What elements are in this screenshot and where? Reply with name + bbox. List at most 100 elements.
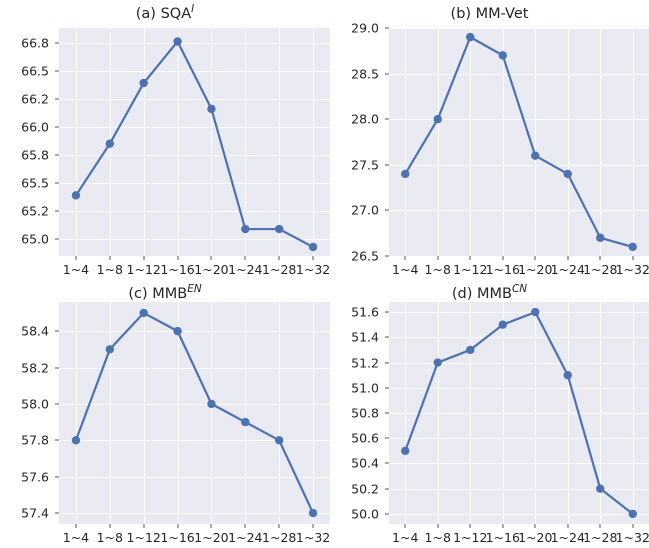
d-xtick-label: 1~28 [583, 530, 618, 545]
a-gridline-v [245, 28, 247, 256]
a-xtick-mark [244, 256, 246, 260]
c-ytick-mark [55, 476, 59, 478]
b-data-point [401, 169, 410, 179]
b-gridline-h [389, 164, 649, 166]
b-xtick-label: 1~8 [424, 262, 451, 277]
b-xtick-mark [404, 256, 406, 260]
c-ytick-mark [55, 367, 59, 368]
b-data-point [466, 32, 475, 42]
b-xtick-label: 1~4 [392, 262, 419, 277]
a-gridline-h [59, 182, 330, 184]
chart-panel-d: (d) MMBCN 50.0 50.2 50.4 50.6 50.8 51.0 51.2 51… [330, 280, 649, 548]
panel-a-title-superscript: I [191, 3, 195, 16]
b-gridline-v [470, 28, 472, 256]
d-gridline-v [405, 302, 407, 524]
d-gridline-v [535, 302, 537, 524]
d-ytick-mark [385, 336, 389, 338]
d-ytick-mark [385, 311, 389, 313]
d-xtick-label: 1~32 [615, 530, 649, 545]
c-xtick-label: 1~32 [295, 530, 331, 545]
c-xtick-mark [143, 524, 145, 528]
c-gridline-v [245, 302, 247, 524]
c-data-point [207, 399, 216, 409]
b-gridline-h [389, 28, 649, 29]
a-gridline-h [59, 211, 330, 213]
b-xtick-mark [599, 256, 601, 260]
a-xtick-mark [312, 256, 314, 260]
b-gridline-v [632, 28, 634, 256]
d-ytick-label: 50.0 [351, 506, 379, 522]
a-line-path [74, 40, 315, 249]
a-xtick-mark [210, 256, 212, 260]
d-xtick-mark [632, 524, 634, 528]
c-gridline-h [59, 331, 330, 333]
chart-panel-a: (a) SQAI 65.0 65.2 65.5 65.8 66.0 66.2 66.5 66.… [0, 0, 330, 280]
b-ytick-label: 26.5 [351, 248, 379, 264]
b-data-point [596, 233, 605, 242]
b-ytick-mark [385, 73, 389, 75]
c-xtick-mark [278, 524, 280, 528]
a-xtick-label: 1~28 [262, 262, 297, 277]
c-ytick-label: 57.8 [21, 432, 49, 448]
a-xtick-label: 1~4 [62, 262, 90, 277]
c-gridline-h [59, 513, 330, 515]
b-data-point [433, 115, 442, 124]
b-gridline-v [437, 28, 439, 256]
d-xtick-mark [469, 524, 471, 528]
b-xtick-label: 1~24 [550, 262, 585, 277]
d-gridline-v [502, 302, 504, 524]
c-ytick-mark [55, 512, 59, 514]
c-data-point [139, 308, 148, 318]
d-data-point [628, 509, 637, 519]
panel-b-title: (b) MM-Vet [330, 6, 649, 22]
c-xtick-label: 1~16 [160, 530, 195, 545]
b-gridline-v [567, 28, 569, 256]
b-gridline-v [600, 28, 602, 256]
b-line-series [401, 32, 637, 252]
a-xtick-label: 1~24 [228, 262, 263, 277]
d-ytick-label: 50.4 [351, 455, 379, 471]
a-ytick-mark [55, 154, 59, 156]
a-gridline-h [59, 154, 330, 156]
b-ytick-mark [385, 27, 389, 29]
d-xtick-label: 1~4 [392, 530, 419, 545]
d-gridline-v [632, 302, 634, 524]
b-gridline-h [389, 73, 649, 75]
d-gridline-h [389, 337, 649, 339]
d-gridline-h [389, 488, 649, 490]
c-gridline-h [59, 476, 330, 478]
d-ytick-label: 50.8 [351, 405, 379, 421]
b-xtick-mark [502, 256, 504, 260]
c-xtick-label: 1~12 [126, 530, 161, 545]
a-ytick-label: 65.2 [21, 203, 49, 219]
b-data-point [628, 242, 637, 252]
c-data-point [241, 417, 250, 427]
a-xtick-mark [278, 256, 280, 260]
a-ytick-mark [55, 98, 59, 100]
c-ytick-label: 57.6 [21, 469, 49, 485]
panel-c-plot-area [59, 302, 330, 524]
d-xtick-label: 1~16 [485, 530, 520, 545]
c-xtick-mark [312, 524, 314, 528]
c-data-point [308, 508, 318, 518]
a-ytick-label: 66.2 [21, 91, 49, 107]
a-xtick-mark [109, 256, 111, 260]
b-gridline-v [535, 28, 537, 256]
d-data-point [531, 307, 540, 317]
d-gridline-h [389, 438, 649, 440]
b-line-path [404, 36, 634, 248]
a-gridline-v [177, 28, 179, 256]
c-gridline-v [211, 302, 213, 524]
c-data-point [105, 345, 115, 354]
d-ytick-mark [385, 387, 389, 389]
b-xtick-label: 1~28 [583, 262, 618, 277]
a-ytick-label: 65.8 [21, 147, 49, 163]
panel-d-title: (d) MMBCN [330, 284, 649, 302]
c-gridline-v [279, 302, 281, 524]
b-ytick-label: 28.0 [351, 111, 379, 127]
a-ytick-label: 66.0 [21, 119, 49, 135]
a-data-point [71, 191, 81, 200]
c-line-path [74, 311, 315, 515]
c-xtick-mark [75, 524, 77, 528]
c-ytick-mark [55, 330, 59, 332]
